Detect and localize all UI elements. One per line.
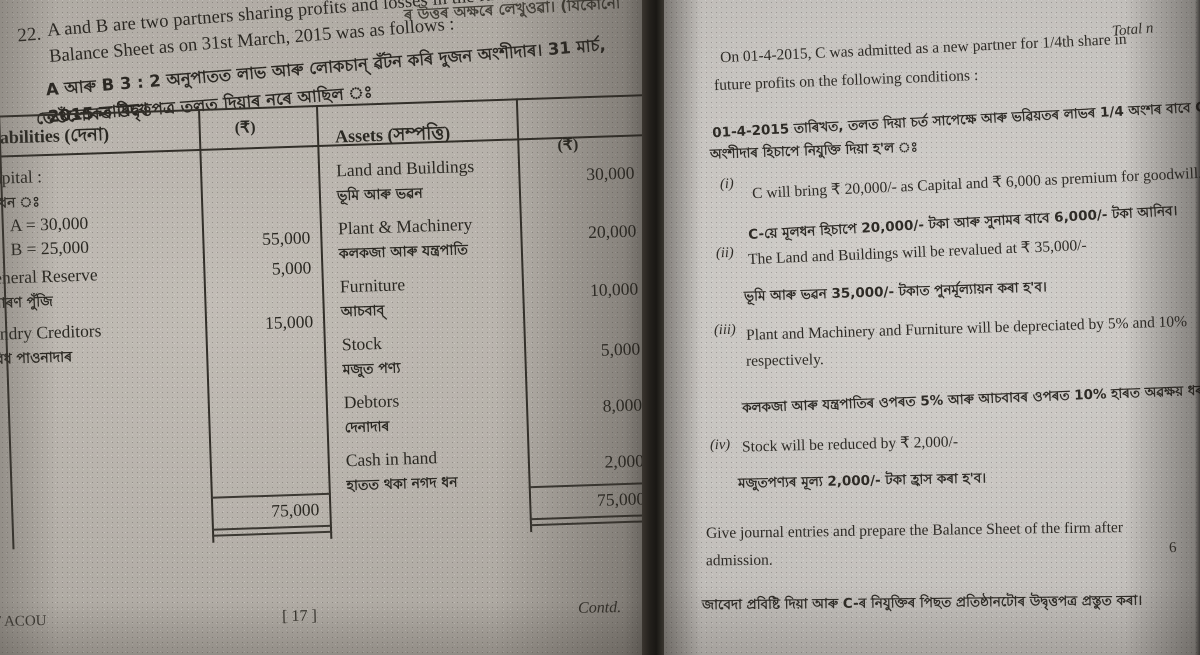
liab-row-0-amount: 55,000 xyxy=(261,227,311,249)
right-page: Total n On 01-4-2015, C was admitted as … xyxy=(664,0,1200,655)
footer-page-number: [ 17 ] xyxy=(281,607,317,626)
condition-1-marker: (ii) xyxy=(715,244,734,262)
liab-row-1-label-en: General Reserve xyxy=(0,264,98,289)
asset-total-rule-top xyxy=(528,481,661,488)
asset-row-1-label-as: কলকজা আৰু যন্ত্ৰপাতি xyxy=(338,242,469,263)
header-assets-amount: (₹) xyxy=(557,136,579,155)
asset-row-3-amount: 5,000 xyxy=(600,338,641,360)
liab-total-rule-top xyxy=(210,492,331,499)
asset-row-2-amount: 10,000 xyxy=(589,278,639,301)
condition-0-text-en: C will bring ₹ 20,000/- as Capital and ₹… xyxy=(751,164,1200,203)
header-assets: Assets (সম্পত্তি) xyxy=(334,122,451,147)
condition-3-text-en: Stock will be reduced by ₹ 2,000/- xyxy=(741,433,959,456)
table-div-middle xyxy=(315,104,333,539)
condition-2-marker: (iii) xyxy=(713,321,736,339)
asset-row-0-label-as: ভূমি আৰু ভৱন xyxy=(336,185,424,205)
page-footer: T ACOU [ 17 ] Contd. xyxy=(0,598,650,642)
table-div-assets-amt xyxy=(515,98,533,533)
asset-row-0-label-en: Land and Buildings xyxy=(335,155,475,181)
header-liabilities-amount: (₹) xyxy=(234,119,256,137)
asset-row-2-label-as: আচবাব্ xyxy=(340,302,385,321)
right-text-block: Total n On 01-4-2015, C was admitted as … xyxy=(664,0,1200,655)
asset-row-5-amount: 2,000 xyxy=(604,450,645,472)
liab-row-2-label-as: বিবিধ পাওনাদাৰ xyxy=(0,349,73,369)
closing-marks: 6 xyxy=(1168,539,1177,557)
asset-row-5-label-en: Cash in hand xyxy=(345,447,438,471)
asset-row-2-label-en: Furniture xyxy=(339,274,406,297)
condition-0-marker: (i) xyxy=(719,175,734,193)
condition-1-text-as: ভূমি আৰু ভৱন 35,000/- টকাত পুনৰ্মূল্যায়… xyxy=(743,279,1048,305)
liab-row-0-sub-0: A = 30,000 xyxy=(9,212,89,236)
asset-row-1-label-en: Plant & Machinery xyxy=(337,213,473,239)
asset-row-0-amount: 30,000 xyxy=(585,162,635,185)
asset-row-4-label-as: দেনাদাৰ xyxy=(344,418,390,437)
closing-line-assamese: জাবেদা প্ৰবিষ্টি দিয়া আৰু C-ৰ নিযুক্তিৰ… xyxy=(701,592,1143,614)
liab-row-2-label-en: Sundry Creditors xyxy=(0,320,102,345)
liab-total-rule-a xyxy=(211,524,332,531)
intro-line-2: future profits on the following conditio… xyxy=(713,66,979,95)
liab-row-1-label-as: সাধাৰণ পুঁজি xyxy=(0,293,54,313)
closing-line-2: admission. xyxy=(705,551,773,570)
asset-row-3-label-en: Stock xyxy=(341,333,383,355)
asset-row-4-label-en: Debtors xyxy=(343,390,400,413)
balance-sheet-table: Liabilities (দেনা) (₹) Assets (সম্পত্তি)… xyxy=(0,90,665,550)
closing-line-1: Give journal entries and prepare the Bal… xyxy=(705,519,1124,542)
condition-3-marker: (iv) xyxy=(709,436,731,454)
asset-row-1-amount: 20,000 xyxy=(587,220,637,243)
condition-2-text-as: কলকজা আৰু যন্ত্ৰপাতিৰ ওপৰত 5% আৰু আচবাবৰ… xyxy=(741,381,1200,417)
liab-row-2-amount: 15,000 xyxy=(264,311,314,333)
liab-row-0-sub-1: B = 25,000 xyxy=(10,236,90,260)
footer-left-code: T ACOU xyxy=(0,613,47,630)
header-liabilities: Liabilities (দেনা) xyxy=(0,123,110,149)
asset-row-5-label-as: হাতত থকা নগদ ধন xyxy=(346,474,458,495)
book-gutter xyxy=(642,0,668,655)
liabilities-total: 75,000 xyxy=(270,499,320,521)
footer-contd: Contd. xyxy=(577,598,622,617)
condition-2-text-en-2: respectively. xyxy=(745,351,824,370)
condition-2-text-en: Plant and Machinery and Furniture will b… xyxy=(745,313,1188,344)
condition-3-text-as: মজুতপণ্যৰ মূল্য 2,000/- টকা হ্ৰাস কৰা হ'… xyxy=(737,470,987,492)
intro-line-1-assamese: 01-4-2015 তাৰিখত, তলত দিয়া চৰ্ত সাপেক্ষ… xyxy=(711,97,1200,142)
liab-row-0-label-as: মূলধন ঃ xyxy=(0,194,41,213)
asset-row-3-label-as: মজুত পণ্য xyxy=(342,360,401,379)
liab-row-0-label-en: Capital : xyxy=(0,166,43,189)
left-page: ৰ উত্তৰ অক্ষৰে লেখুওৱা। (যিকোনো 22. A an… xyxy=(0,0,665,655)
condition-0-text-as: C-য়ে মূলধন হিচাপে 20,000/- টকা আৰু সুনা… xyxy=(747,203,1178,243)
liab-row-1-amount: 5,000 xyxy=(271,257,312,279)
question-number: 22. xyxy=(16,23,42,47)
intro-line-1: On 01-4-2015, C was admitted as a new pa… xyxy=(719,30,1127,67)
assets-total: 75,000 xyxy=(596,488,646,510)
asset-row-4-amount: 8,000 xyxy=(602,394,643,416)
liab-total-rule-b xyxy=(212,530,333,537)
